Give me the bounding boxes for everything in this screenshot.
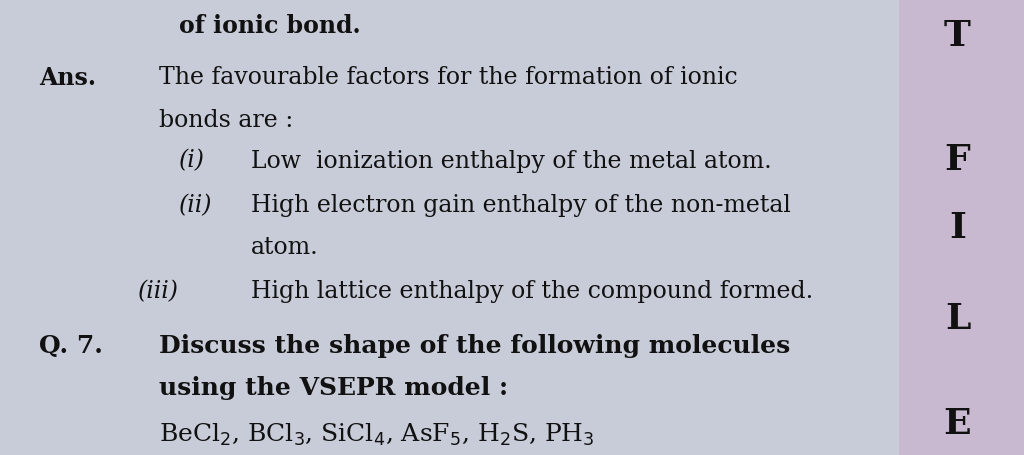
Text: atom.: atom. bbox=[251, 235, 318, 258]
Text: Low  ionization enthalpy of the metal atom.: Low ionization enthalpy of the metal ato… bbox=[251, 149, 772, 172]
Text: bonds are :: bonds are : bbox=[159, 108, 293, 131]
FancyBboxPatch shape bbox=[899, 0, 1024, 455]
Text: High electron gain enthalpy of the non-metal: High electron gain enthalpy of the non-m… bbox=[251, 193, 791, 216]
Text: using the VSEPR model :: using the VSEPR model : bbox=[159, 375, 508, 399]
Text: High lattice enthalpy of the compound formed.: High lattice enthalpy of the compound fo… bbox=[251, 280, 813, 303]
Text: L: L bbox=[945, 302, 970, 335]
Text: Q. 7.: Q. 7. bbox=[39, 333, 102, 357]
Text: (i): (i) bbox=[179, 149, 205, 172]
Text: BeCl$_2$, BCl$_3$, SiCl$_4$, AsF$_5$, H$_2$S, PH$_3$: BeCl$_2$, BCl$_3$, SiCl$_4$, AsF$_5$, H$… bbox=[159, 421, 594, 447]
Text: of ionic bond.: of ionic bond. bbox=[179, 14, 360, 38]
Text: T: T bbox=[944, 20, 971, 53]
Text: (iii): (iii) bbox=[138, 280, 179, 303]
Text: E: E bbox=[944, 406, 971, 440]
Text: I: I bbox=[949, 211, 966, 244]
Text: Discuss the shape of the following molecules: Discuss the shape of the following molec… bbox=[159, 333, 790, 357]
Text: F: F bbox=[944, 142, 971, 176]
Text: The favourable factors for the formation of ionic: The favourable factors for the formation… bbox=[159, 66, 737, 89]
Text: Ans.: Ans. bbox=[39, 66, 96, 90]
Text: (ii): (ii) bbox=[179, 193, 213, 216]
